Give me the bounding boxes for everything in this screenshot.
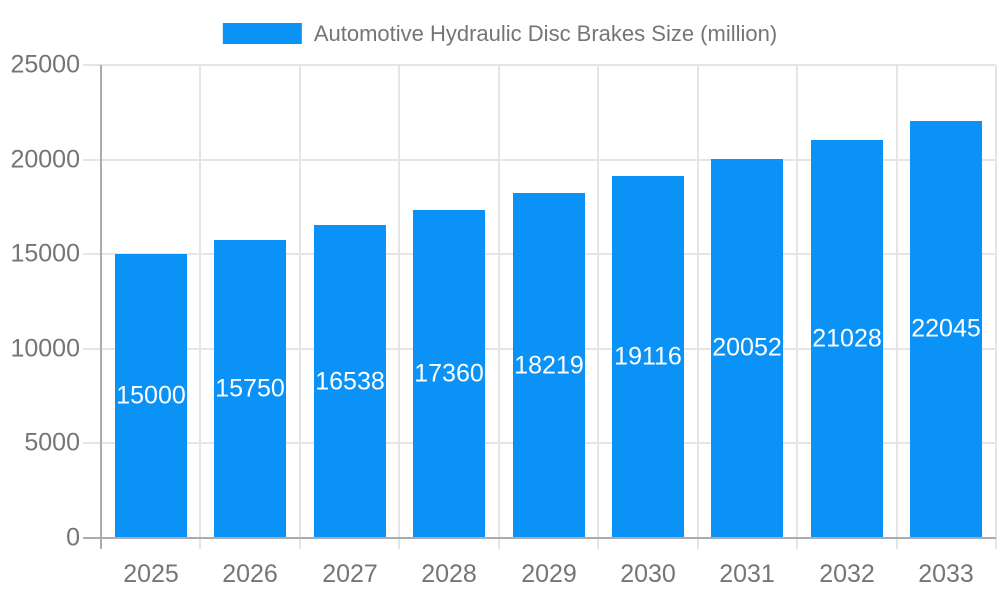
y-tick-label: 25000	[10, 50, 80, 79]
y-gridline	[83, 159, 996, 161]
x-tick-label: 2028	[421, 560, 477, 588]
bar-value-label: 15000	[116, 381, 186, 410]
x-gridline	[299, 65, 301, 549]
x-tick-label: 2026	[222, 560, 278, 588]
x-axis-line	[83, 537, 996, 539]
x-tick-label: 2027	[322, 560, 378, 588]
bar	[413, 210, 485, 538]
bar-value-label: 17360	[414, 359, 484, 388]
bar	[513, 193, 585, 538]
x-tick-label: 2025	[123, 560, 179, 588]
x-gridline	[995, 65, 997, 549]
bar-value-label: 20052	[712, 333, 782, 362]
bar	[214, 240, 286, 538]
y-axis-line	[100, 65, 102, 549]
bar	[115, 254, 187, 538]
y-tick-label: 20000	[10, 145, 80, 174]
x-gridline	[498, 65, 500, 549]
x-gridline	[697, 65, 699, 549]
y-tick-label: 0	[66, 523, 80, 552]
x-tick-label: 2033	[918, 560, 974, 588]
x-tick-label: 2030	[620, 560, 676, 588]
x-gridline	[398, 65, 400, 549]
x-gridline	[199, 65, 201, 549]
legend-item[interactable]: Automotive Hydraulic Disc Brakes Size (m…	[222, 21, 778, 46]
y-gridline	[83, 64, 996, 66]
bar	[811, 140, 883, 538]
y-tick-label: 5000	[24, 428, 80, 457]
x-tick-label: 2029	[521, 560, 577, 588]
bar-value-label: 15750	[215, 374, 285, 403]
x-gridline	[597, 65, 599, 549]
bar	[910, 121, 982, 538]
bar-value-label: 21028	[812, 324, 882, 353]
y-tick-label: 15000	[10, 239, 80, 268]
x-tick-label: 2032	[819, 560, 875, 588]
bar-value-label: 19116	[614, 342, 682, 371]
bar	[711, 159, 783, 538]
bar	[612, 176, 684, 538]
bar	[314, 225, 386, 538]
bar-value-label: 16538	[315, 367, 385, 396]
y-tick-label: 10000	[10, 334, 80, 363]
x-gridline	[896, 65, 898, 549]
legend-series-label: Automotive Hydraulic Disc Brakes Size (m…	[313, 21, 778, 46]
bar-value-label: 22045	[911, 314, 981, 343]
x-gridline	[796, 65, 798, 549]
legend-color-swatch	[222, 23, 302, 44]
x-tick-label: 2031	[719, 560, 775, 588]
bar-value-label: 18219	[514, 351, 584, 380]
